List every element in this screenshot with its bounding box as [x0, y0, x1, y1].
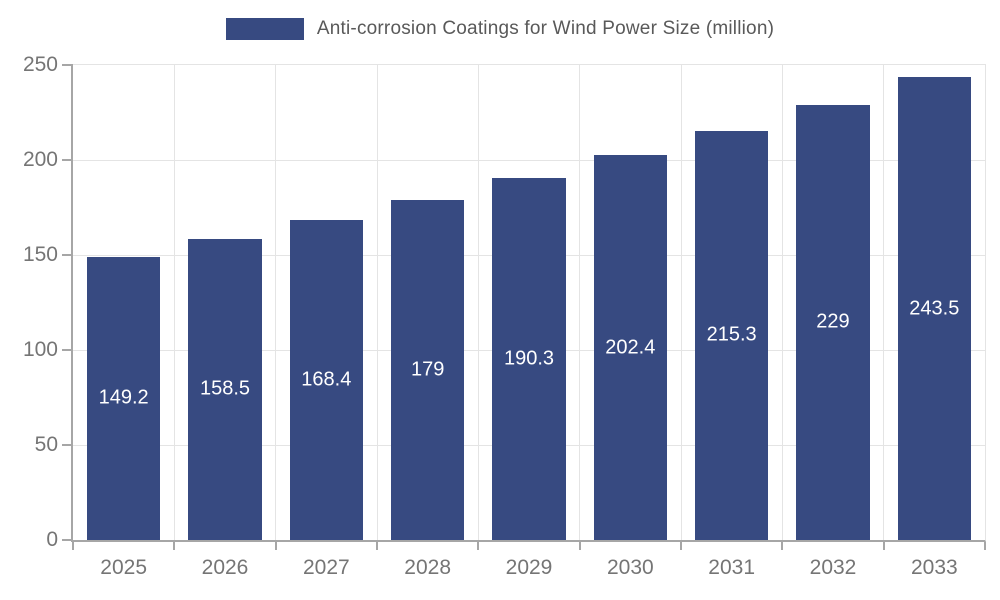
- x-axis-label: 2031: [708, 556, 756, 579]
- x-axis-tick: [578, 542, 581, 550]
- y-axis-label: 0: [46, 528, 58, 551]
- bar-value-label: 229: [816, 310, 850, 333]
- bar-2032[interactable]: 229: [796, 104, 870, 540]
- legend-label: Anti-corrosion Coatings for Wind Power S…: [316, 18, 775, 39]
- x-gridline: [883, 65, 885, 540]
- bar-value-label: 243.5: [909, 297, 960, 320]
- bar-value-label: 168.4: [301, 368, 352, 391]
- x-axis-label: 2028: [404, 556, 452, 579]
- x-axis-label: 2025: [100, 556, 148, 579]
- y-axis-label: 100: [22, 338, 58, 361]
- x-axis-tick: [680, 542, 682, 550]
- y-axis-tick: [62, 254, 73, 256]
- bar-value-label: 202.4: [605, 336, 656, 359]
- x-axis-label: 2029: [505, 556, 553, 579]
- x-axis-tick: [984, 542, 986, 550]
- bar-2027[interactable]: 168.4: [289, 220, 364, 540]
- x-gridline: [173, 65, 175, 540]
- plot-area: 149.2 158.5 168.4 179 190.3 202.4 215.3 229 243.…: [62, 64, 986, 550]
- y-gridline: [73, 159, 985, 161]
- bar-2028[interactable]: 179: [390, 199, 465, 540]
- y-axis-label: 200: [22, 148, 58, 171]
- x-gridline: [579, 65, 581, 540]
- bar-2026[interactable]: 158.5: [188, 238, 262, 540]
- y-axis-tick: [62, 539, 73, 541]
- x-axis-tick: [173, 542, 176, 550]
- x-axis-tick: [477, 542, 480, 550]
- bar-value-label: 179: [410, 358, 445, 381]
- x-gridline: [781, 65, 783, 540]
- x-gridline: [275, 65, 277, 540]
- x-gridline: [680, 65, 682, 540]
- bar-2033[interactable]: 243.5: [897, 77, 972, 540]
- y-axis-tick: [62, 444, 73, 446]
- legend-swatch-icon: [225, 18, 304, 40]
- bar-2031[interactable]: 215.3: [694, 130, 769, 540]
- x-axis-tick: [781, 542, 784, 550]
- bar-2029[interactable]: 190.3: [492, 178, 566, 540]
- bar-value-label: 215.3: [706, 323, 757, 346]
- y-axis-label: 250: [22, 53, 58, 76]
- x-axis-tick: [376, 542, 378, 550]
- y-axis-tick: [62, 64, 73, 66]
- bar-2030[interactable]: 202.4: [593, 155, 668, 540]
- y-axis-label: 150: [22, 243, 58, 266]
- bar-value-label: 149.2: [98, 386, 149, 409]
- bar-2025[interactable]: 149.2: [86, 256, 161, 540]
- y-axis-tick: [62, 159, 73, 161]
- legend[interactable]: Anti-corrosion Coatings for Wind Power S…: [0, 15, 1000, 43]
- x-axis-tick: [72, 542, 74, 550]
- y-axis-tick: [62, 349, 73, 351]
- x-axis-label: 2032: [809, 556, 857, 579]
- x-gridline: [477, 65, 479, 540]
- x-gridline: [376, 65, 378, 540]
- bar-value-label: 158.5: [199, 377, 251, 400]
- bar-value-label: 190.3: [503, 347, 555, 370]
- x-axis-label: 2026: [201, 556, 249, 579]
- x-axis-tick: [274, 542, 277, 550]
- x-axis-label: 2030: [606, 556, 654, 579]
- x-axis-tick: [882, 542, 885, 550]
- y-axis-label: 50: [34, 433, 58, 456]
- x-axis-label: 2027: [302, 556, 350, 579]
- x-axis-label: 2033: [910, 556, 958, 579]
